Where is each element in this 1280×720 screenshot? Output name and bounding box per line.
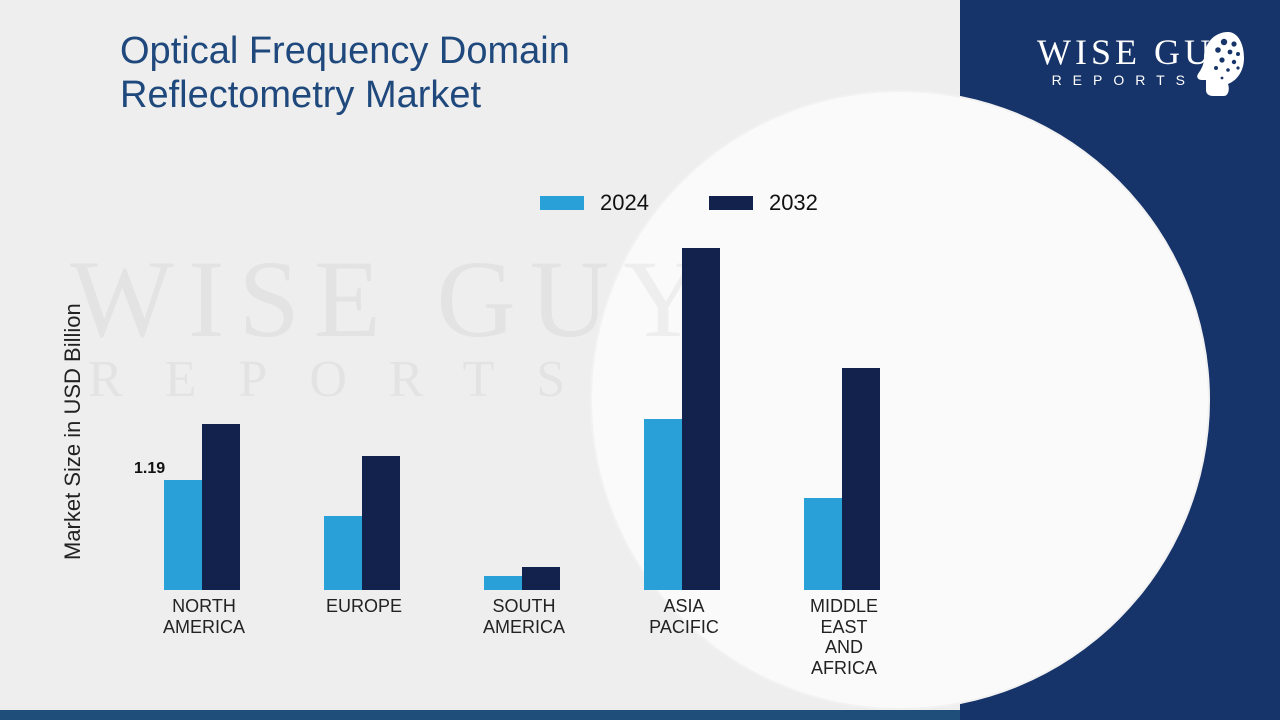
x-axis-labels: NORTHAMERICA EUROPE SOUTHAMERICA ASIAPACIFI…	[104, 596, 944, 686]
x-axis-category-label: NORTHAMERICA	[144, 596, 264, 637]
x-axis-category-label: ASIAPACIFIC	[624, 596, 744, 637]
bar-2032	[362, 456, 400, 590]
bar-2024	[164, 480, 202, 590]
brain-head-icon	[1194, 28, 1250, 98]
chart-title: Optical Frequency Domain Reflectometry M…	[120, 30, 740, 117]
data-annotation: 1.19	[134, 460, 165, 478]
bottom-accent-bar	[0, 710, 960, 720]
bar-2024	[644, 419, 682, 590]
brand-logo: WISE GUY REPORTS	[984, 34, 1244, 88]
legend-swatch-2032	[709, 196, 753, 210]
legend: 2024 2032	[540, 190, 818, 216]
legend-item-2024: 2024	[540, 190, 649, 216]
x-axis-category-label: SOUTHAMERICA	[464, 596, 584, 637]
x-axis-category-label: MIDDLEEASTANDAFRICA	[784, 596, 904, 679]
chart-canvas: WISE GUY REPORTS Optical Frequency Domai…	[0, 0, 1280, 720]
legend-label-2024: 2024	[600, 190, 649, 216]
y-axis-label: Market Size in USD Billion	[60, 303, 86, 560]
bar-2024	[324, 516, 362, 590]
legend-item-2032: 2032	[709, 190, 818, 216]
bar-2024	[484, 576, 522, 590]
x-axis-category-label: EUROPE	[304, 596, 424, 617]
chart-plot-area: 1.19	[104, 220, 944, 590]
bar-2032	[842, 368, 880, 590]
bar-2032	[682, 248, 720, 590]
bar-2032	[202, 424, 240, 591]
legend-label-2032: 2032	[769, 190, 818, 216]
legend-swatch-2024	[540, 196, 584, 210]
bar-2032	[522, 567, 560, 590]
bar-2024	[804, 498, 842, 591]
